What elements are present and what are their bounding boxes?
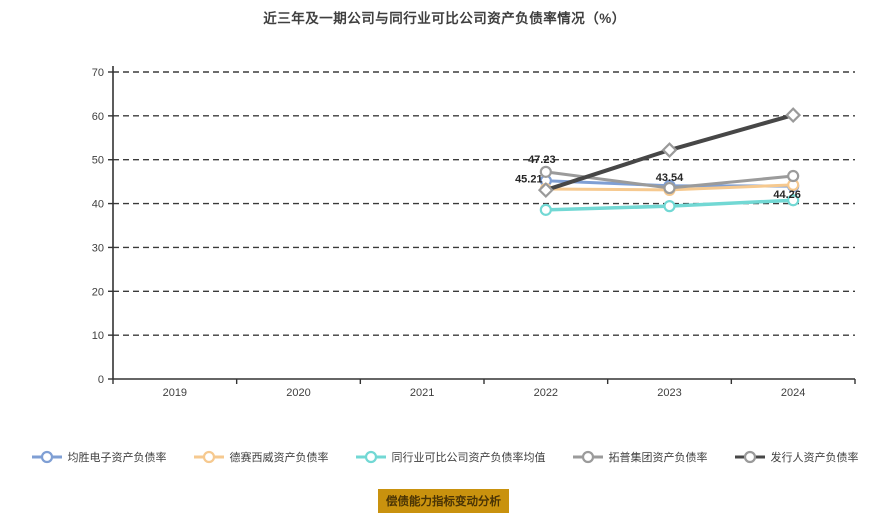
legend-label: 发行人资产负债率 [770,452,859,464]
legend-item: 德赛西威资产负债率 [193,449,329,465]
legend-label: 德赛西威资产负债率 [229,452,329,464]
x-axis-tick-label: 2019 [163,387,187,399]
chart-title: 近三年及一期公司与同行业可比公司资产负债率情况（%） [263,11,626,26]
x-axis-tick-label: 2022 [534,387,558,399]
data-point-marker [663,200,676,213]
chart-canvas: 近三年及一期公司与同行业可比公司资产负债率情况（%） 0 10 20 30 40 50 60… [0,11,889,513]
data-point-marker [787,194,800,207]
data-point-marker [661,142,678,158]
y-axis-tick-label: 20 [92,286,104,298]
legend-item: 同行业可比公司资产负债率均值 [355,449,546,465]
y-axis-tick-label: 70 [92,67,104,79]
legend-marker-icon [193,450,224,464]
data-point-marker [787,169,800,183]
caption-bar: 偿债能力指标变动分析 [378,489,509,513]
legend-item: 发行人资产负债率 [734,449,859,465]
data-point-marker [539,203,552,216]
data-point-label: 44.26 [773,189,801,201]
y-axis-tick-label: 10 [92,330,104,342]
y-axis-tick-label: 30 [92,242,104,254]
legend-label: 同行业可比公司资产负债率均值 [391,452,546,464]
data-point-label: 47.23 [528,154,556,166]
legend-marker-icon [734,450,765,464]
legend-item: 拓普集团资产负债率 [572,449,708,465]
line-chart: 0 10 20 30 40 50 60 70 2019 2020 2021 2022 2023 2024 4… [92,66,856,399]
legend-label: 拓普集团资产负债率 [608,452,708,464]
y-axis-tick-label: 40 [92,199,104,211]
legend-item: 均胜电子资产负债率 [31,449,167,465]
data-point-marker [663,181,676,195]
legend-marker-icon [355,450,386,464]
x-axis-tick-label: 2024 [781,387,805,399]
y-axis-tick-label: 60 [92,111,104,123]
legend-marker-icon [572,450,603,464]
y-axis-tick-label: 0 [98,374,104,386]
data-point-marker [537,182,554,198]
data-point-label: 43.54 [656,172,684,184]
x-axis-tick-label: 2020 [286,387,310,399]
data-point-marker [539,165,552,178]
x-axis-tick-label: 2023 [657,387,681,399]
legend-label: 均胜电子资产负债率 [67,452,167,464]
y-axis-tick-label: 50 [92,155,104,167]
chart-legend: 均胜电子资产负债率 德赛西威资产负债率 同行业可比公司资产负债率均值 拓普集团资产负债… [0,449,889,465]
x-axis-tick-label: 2021 [410,387,434,399]
legend-marker-icon [31,450,62,464]
data-point-marker [785,107,802,123]
data-point-label: 45.21 [515,174,543,186]
